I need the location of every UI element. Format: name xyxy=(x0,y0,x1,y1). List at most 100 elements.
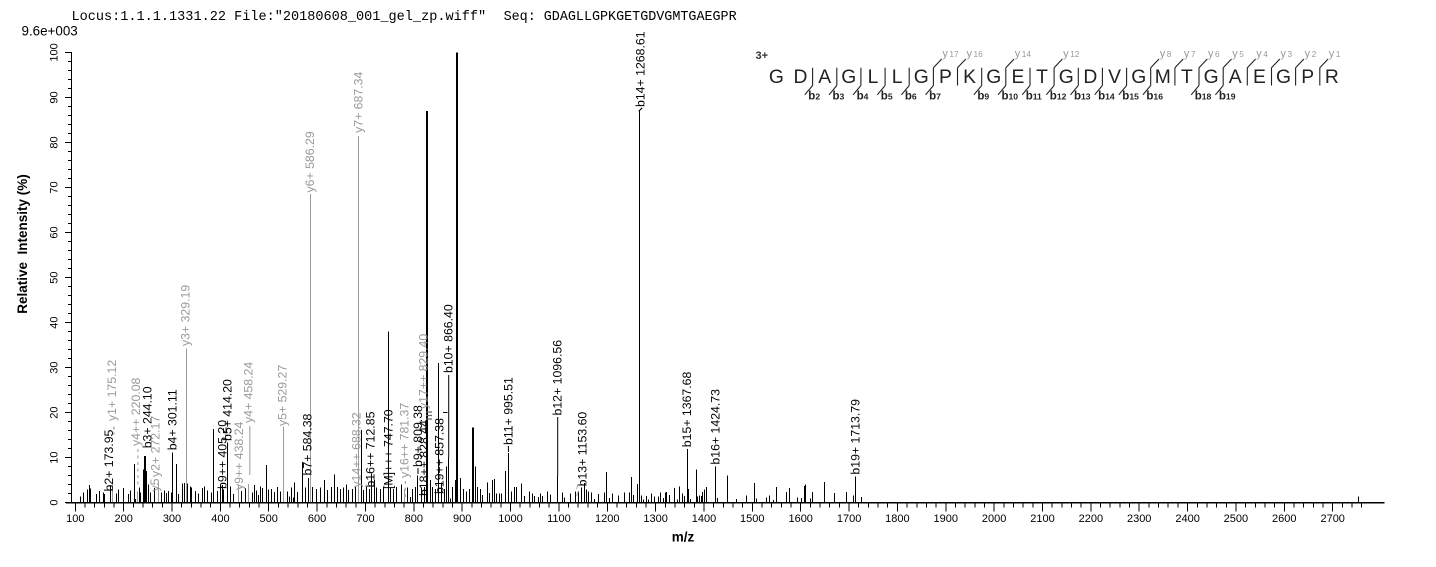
svg-text:b13: b13 xyxy=(1074,91,1091,103)
svg-text:b9++ 405.20: b9++ 405.20 xyxy=(216,420,230,489)
svg-text:b16: b16 xyxy=(1146,91,1163,103)
svg-text:L: L xyxy=(892,67,903,88)
svg-text:T: T xyxy=(1036,67,1048,88)
svg-text:y7+ 687.34: y7+ 687.34 xyxy=(351,72,365,133)
svg-text:1000: 1000 xyxy=(498,513,522,525)
svg-text:50: 50 xyxy=(49,271,61,283)
svg-text:2600: 2600 xyxy=(1272,513,1296,525)
svg-text:90: 90 xyxy=(49,91,61,103)
svg-text:b14: b14 xyxy=(1098,91,1115,103)
svg-text:b3+ 244.10: b3+ 244.10 xyxy=(140,386,154,448)
svg-text:1200: 1200 xyxy=(595,513,619,525)
svg-text:10: 10 xyxy=(49,451,61,463)
svg-text:30: 30 xyxy=(49,361,61,373)
svg-text:600: 600 xyxy=(308,513,326,525)
svg-text:y6+ 586.29: y6+ 586.29 xyxy=(303,131,317,192)
svg-text:G: G xyxy=(841,67,856,88)
svg-text:0: 0 xyxy=(49,500,61,506)
svg-text:b18: b18 xyxy=(1195,91,1212,103)
svg-text:1700: 1700 xyxy=(837,513,861,525)
svg-text:b14+ 1268.61: b14+ 1268.61 xyxy=(633,31,647,107)
svg-text:1800: 1800 xyxy=(885,513,909,525)
svg-text:D: D xyxy=(794,67,808,88)
svg-text:E: E xyxy=(1011,67,1024,88)
svg-text:b3: b3 xyxy=(833,91,845,103)
svg-text:2300: 2300 xyxy=(1127,513,1151,525)
svg-text:b15+ 1367.68: b15+ 1367.68 xyxy=(680,371,694,447)
svg-text:b15: b15 xyxy=(1122,91,1139,103)
svg-text:b5: b5 xyxy=(881,91,893,103)
svg-text:b16++ 712.85: b16++ 712.85 xyxy=(364,411,378,487)
svg-text:A: A xyxy=(818,67,831,88)
svg-text:G: G xyxy=(1131,67,1146,88)
svg-text:1600: 1600 xyxy=(788,513,812,525)
svg-text:D: D xyxy=(1083,67,1097,88)
svg-text:M: M xyxy=(1155,67,1171,88)
svg-text:b10: b10 xyxy=(1002,91,1019,103)
svg-text:y4++ 220.08: y4++ 220.08 xyxy=(129,377,143,446)
svg-text:y14++ 688.32: y14++ 688.32 xyxy=(350,412,364,487)
svg-text:T: T xyxy=(1181,67,1193,88)
svg-text:K: K xyxy=(963,67,976,88)
svg-text:b6: b6 xyxy=(905,91,917,103)
svg-text:y5+ 529.27: y5+ 529.27 xyxy=(276,365,290,426)
svg-text:900: 900 xyxy=(453,513,471,525)
svg-text:9.6e+003: 9.6e+003 xyxy=(22,24,78,39)
svg-text:y16: y 16 xyxy=(967,48,984,60)
svg-text:y4+ 458.24: y4+ 458.24 xyxy=(242,362,256,423)
svg-text:G: G xyxy=(986,67,1001,88)
svg-text:2200: 2200 xyxy=(1079,513,1103,525)
svg-text:b19: b19 xyxy=(1219,91,1236,103)
svg-text:1300: 1300 xyxy=(643,513,667,525)
svg-text:1400: 1400 xyxy=(692,513,716,525)
svg-text:1500: 1500 xyxy=(740,513,764,525)
svg-text:1900: 1900 xyxy=(934,513,958,525)
svg-text:800: 800 xyxy=(405,513,423,525)
svg-text:y17++ 829.40: y17++ 829.40 xyxy=(417,334,431,409)
svg-text:200: 200 xyxy=(115,513,133,525)
svg-text:1100: 1100 xyxy=(547,513,571,525)
svg-text:700: 700 xyxy=(356,513,374,525)
svg-text:G: G xyxy=(769,67,784,88)
svg-text:80: 80 xyxy=(49,136,61,148)
svg-text:Locus:1.1.1.1331.22 File:"2018: Locus:1.1.1.1331.22 File:"20180608_001_g… xyxy=(72,10,487,25)
svg-text:70: 70 xyxy=(49,181,61,193)
svg-text:2100: 2100 xyxy=(1030,513,1054,525)
svg-text:60: 60 xyxy=(49,226,61,238)
svg-text:b18++ 828.44: b18++ 828.44 xyxy=(417,420,431,496)
svg-text:y9++ 438.24: y9++ 438.24 xyxy=(232,421,246,490)
svg-text:3+: 3+ xyxy=(756,50,769,62)
svg-text:b9: b9 xyxy=(977,91,989,103)
svg-text:500: 500 xyxy=(260,513,278,525)
svg-text:40: 40 xyxy=(49,316,61,328)
svg-text:Relative Intensity (%): Relative Intensity (%) xyxy=(15,174,30,314)
svg-text:b9+ 809.38: b9+ 809.38 xyxy=(411,405,425,467)
svg-text:b16+ 1424.73: b16+ 1424.73 xyxy=(709,389,723,465)
svg-text:b7: b7 xyxy=(929,91,941,103)
svg-text:[M]+++ 747.70: [M]+++ 747.70 xyxy=(382,409,396,489)
svg-text:R: R xyxy=(1325,67,1339,88)
svg-text:2000: 2000 xyxy=(982,513,1006,525)
svg-text:y12: y 12 xyxy=(1063,48,1080,60)
svg-text:2400: 2400 xyxy=(1175,513,1199,525)
svg-text:P: P xyxy=(939,67,952,88)
svg-text:L: L xyxy=(868,67,879,88)
svg-text:V: V xyxy=(1108,67,1121,88)
svg-text:G: G xyxy=(1204,67,1219,88)
svg-text:b4: b4 xyxy=(857,91,869,103)
svg-text:G: G xyxy=(1276,67,1291,88)
svg-text:y2+ 272.17: y2+ 272.17 xyxy=(149,416,163,477)
svg-text:E: E xyxy=(1253,67,1266,88)
svg-text:y3+ 329.19: y3+ 329.19 xyxy=(179,285,193,346)
svg-text:G: G xyxy=(914,67,929,88)
svg-text:Seq: GDAGLLGPKGETGDVGMTGAEGPR: Seq: GDAGLLGPKGETGDVGMTGAEGPR xyxy=(504,10,737,25)
svg-text:m/z: m/z xyxy=(672,530,695,545)
svg-text:b12: b12 xyxy=(1050,91,1067,103)
svg-text:20: 20 xyxy=(49,406,61,418)
svg-text:y16++ 781.37: y16++ 781.37 xyxy=(398,403,412,478)
svg-text:b4+ 301.11: b4+ 301.11 xyxy=(166,389,180,450)
svg-text:b10+ 866.40: b10+ 866.40 xyxy=(442,304,456,373)
svg-text:b7+ 584.38: b7+ 584.38 xyxy=(301,413,315,475)
svg-text:y14: y 14 xyxy=(1015,48,1032,60)
svg-text:P: P xyxy=(1301,67,1314,88)
